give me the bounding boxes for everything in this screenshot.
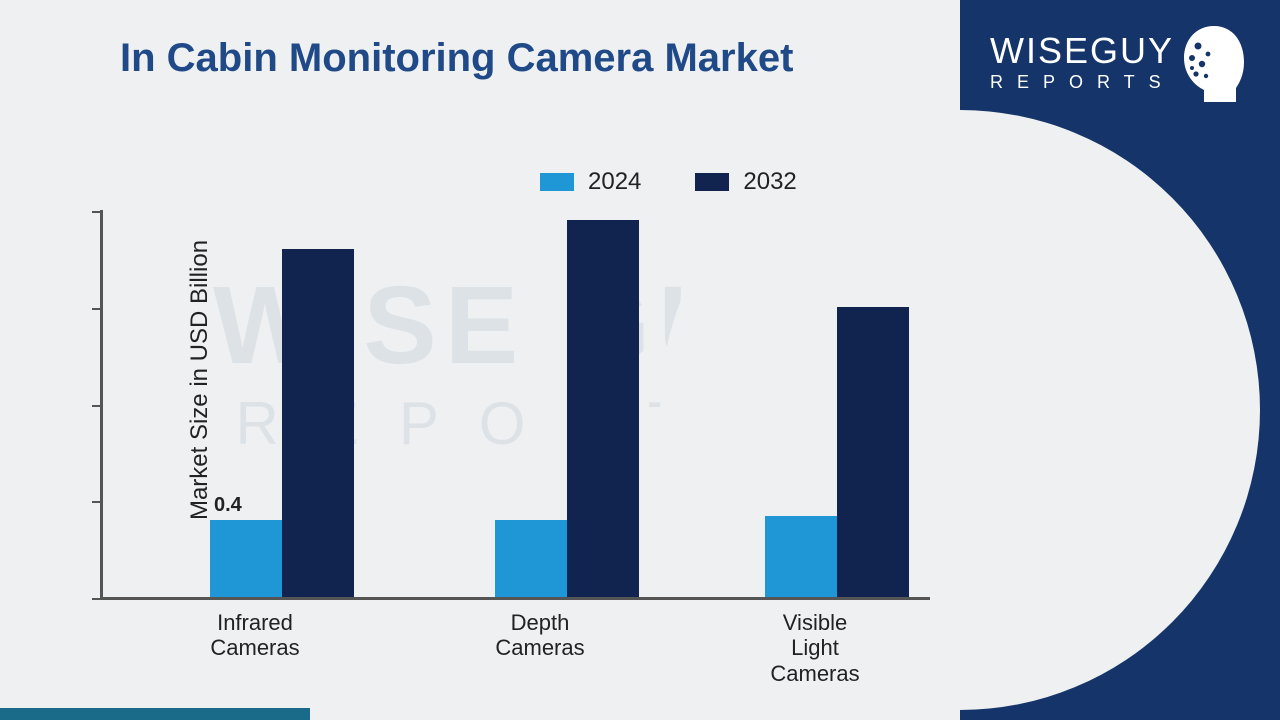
legend-label-2024: 2024 bbox=[588, 168, 641, 196]
bar-group bbox=[765, 307, 909, 597]
bar bbox=[765, 516, 837, 597]
y-axis bbox=[100, 210, 103, 600]
y-tick bbox=[92, 308, 100, 310]
y-tick bbox=[92, 405, 100, 407]
x-axis-label: DepthCameras bbox=[455, 610, 625, 661]
brand-line1: WISEGUY bbox=[990, 30, 1175, 72]
legend-swatch-2024 bbox=[540, 173, 574, 191]
brand-head-icon bbox=[1178, 24, 1250, 104]
x-axis bbox=[100, 597, 930, 600]
legend-swatch-2032 bbox=[695, 173, 729, 191]
legend-item-2032: 2032 bbox=[695, 168, 796, 196]
brand-panel: WISEGUY REPORTS bbox=[960, 0, 1280, 720]
bar bbox=[495, 520, 567, 597]
bar bbox=[837, 307, 909, 597]
bar bbox=[567, 220, 639, 597]
bar-group bbox=[495, 220, 639, 597]
y-tick bbox=[92, 501, 100, 503]
brand-logo: WISEGUY REPORTS bbox=[990, 24, 1250, 104]
bar-group bbox=[210, 249, 354, 597]
bottom-accent-bar bbox=[0, 708, 310, 720]
x-axis-label: InfraredCameras bbox=[170, 610, 340, 661]
brand-line2: REPORTS bbox=[990, 72, 1175, 93]
y-tick bbox=[92, 598, 100, 600]
bar bbox=[210, 520, 282, 597]
chart-canvas: WISE GUY REPORTS WISEGUY REPORTS In Cabi… bbox=[0, 0, 1280, 720]
bar bbox=[282, 249, 354, 597]
legend: 2024 2032 bbox=[540, 168, 797, 196]
plot-area: 0.4 bbox=[100, 210, 930, 600]
y-tick bbox=[92, 211, 100, 213]
legend-label-2032: 2032 bbox=[743, 168, 796, 196]
chart-title: In Cabin Monitoring Camera Market bbox=[120, 36, 793, 81]
legend-item-2024: 2024 bbox=[540, 168, 641, 196]
x-axis-label: VisibleLightCameras bbox=[730, 610, 900, 686]
bar-value-label: 0.4 bbox=[214, 494, 242, 517]
